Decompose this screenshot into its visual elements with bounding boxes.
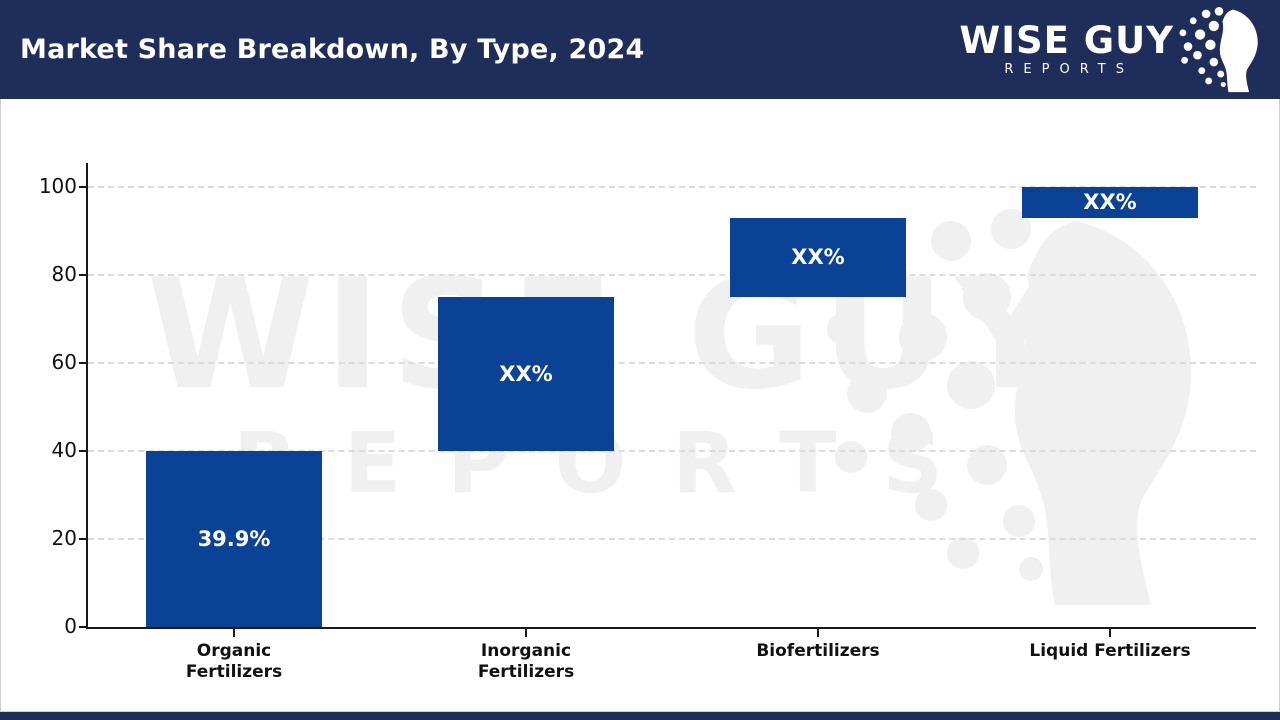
y-tick-mark [79,626,88,628]
y-tick-mark [79,274,88,276]
y-gridline [88,362,1256,364]
x-category-label: Organic Fertilizers [185,641,283,683]
bar-value-label: XX% [791,245,845,270]
bar: XX% [730,217,906,297]
x-category-label: Liquid Fertilizers [1029,641,1191,661]
bar-value-label: XX% [1083,190,1137,215]
logo-subtitle: REPORTS [1004,62,1134,77]
x-tick-mark [817,629,819,637]
chart-figure: WISE GUY REPORTS 0 20 40 60 80 100 39.9% Organi… [0,99,1280,712]
y-gridline [88,186,1256,188]
y-tick-mark [79,450,88,452]
plot-area: 0 20 40 60 80 100 39.9% Organic Fertilizers XX% I… [1,99,1279,711]
x-tick-mark [233,629,235,637]
wise-guy-logo: WISE GUY REPORTS [959,6,1262,93]
y-tick-label: 20 [51,526,77,550]
x-category-label: Inorganic Fertilizers [477,641,575,683]
bar-value-label: XX% [499,362,553,387]
bar: XX% [1022,187,1198,218]
y-tick-label: 100 [38,174,77,198]
header-bar: Market Share Breakdown, By Type, 2024 WI… [0,0,1280,99]
bar: 39.9% [146,451,322,627]
y-tick-mark [79,538,88,540]
bar: XX% [438,297,614,452]
x-tick-mark [525,629,527,637]
y-gridline [88,538,1256,540]
bar-value-label: 39.9% [197,527,271,552]
y-tick-label: 40 [51,438,77,462]
logo-text: WISE GUY REPORTS [959,22,1174,77]
footer-bar [0,712,1280,720]
x-axis-line [86,627,1256,629]
y-gridline [88,450,1256,452]
y-gridline [88,274,1256,276]
x-category-label: Biofertilizers [756,641,880,661]
y-tick-mark [79,186,88,188]
logo-wordmark: WISE GUY [959,19,1174,62]
y-tick-mark [79,362,88,364]
y-tick-label: 60 [51,350,77,374]
page-title: Market Share Breakdown, By Type, 2024 [20,34,645,65]
dotted-head-icon [1179,6,1258,92]
x-tick-mark [1109,629,1111,637]
y-axis-spine [86,163,88,629]
y-tick-label: 0 [64,614,77,638]
y-tick-label: 80 [51,262,77,286]
